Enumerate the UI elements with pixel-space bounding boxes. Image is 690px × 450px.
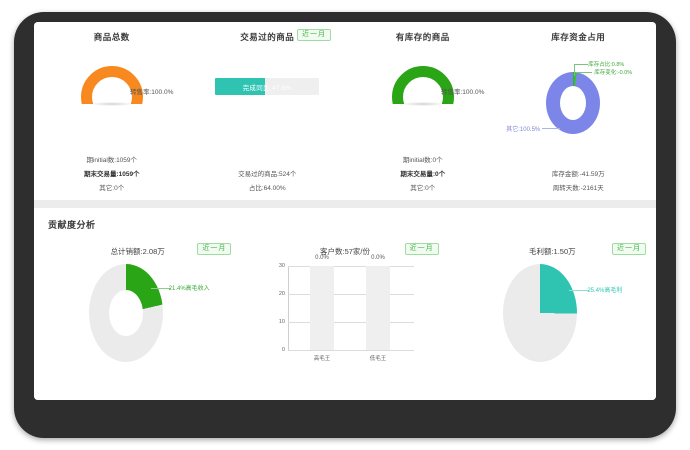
bar-chart-customers: 0 10 20 30 0.0% 0.0% 高毛王 低毛王: [268, 252, 422, 370]
card-title: 商品总数: [93, 32, 130, 42]
contribution-analysis-panel: 贡献度分析 总计销额:2.08万 近一月 21.: [34, 208, 656, 400]
y-tick: 10: [278, 319, 285, 325]
chart-block-sales: 总计销额:2.08万 近一月 21.4%高毛收入: [34, 238, 241, 398]
panel-title: 贡献度分析: [48, 220, 96, 230]
chart-block-customers: 客户数:57家/份 近一月 0 10: [241, 238, 448, 398]
x-tick: 低毛王: [369, 356, 387, 362]
footer-line: 期末交易量:0个: [400, 171, 446, 178]
gauge-ring: [80, 66, 143, 104]
period-badge[interactable]: 近一月: [404, 243, 439, 255]
footer-line: 期initial数:0个: [402, 157, 443, 164]
bar-value-label: 0.0%: [371, 255, 385, 261]
donut-chart: 库存占比:0.8% 库存变化:-0.0% 其它:100.5%: [506, 58, 638, 138]
leader-line: [574, 64, 589, 65]
metric-card-in-stock-products[interactable]: 有库存的商品 转售率:100.0% 期initial数:0个 期末交易量:0个 …: [345, 22, 501, 200]
y-tick: 0: [281, 347, 285, 353]
x-tick: 高毛王: [313, 356, 331, 362]
card-title: 交易过的商品: [240, 32, 295, 42]
gridline: [287, 294, 414, 295]
chart-header: 毛利额:1.50万 近一月: [449, 238, 656, 264]
card-header: 库存资金占用: [501, 22, 657, 52]
gauge-shadow: [89, 102, 134, 106]
card-footer: 期initial数:1059个 期末交易量:1059个 其它:0个: [34, 154, 190, 192]
metric-card-total-products[interactable]: 商品总数 转售率:100.0% 期initial数:1059个 期末交易量:10…: [34, 22, 190, 200]
chart-title: 总计销额:2.08万: [110, 246, 165, 256]
chart-title: 毛利额:1.50万: [528, 246, 576, 256]
card-visual: 库存占比:0.8% 库存变化:-0.0% 其它:100.5%: [501, 52, 657, 138]
tablet-screen: 商品总数 转售率:100.0% 期initial数:1059个 期末交易量:10…: [34, 22, 656, 400]
card-header: 有库存的商品: [345, 22, 501, 52]
leader-line: [542, 128, 561, 129]
gauge-shadow: [400, 102, 445, 106]
donut-ring: [546, 72, 601, 134]
donut-ring: [88, 264, 163, 362]
donut-label-stock-ratio: 库存占比:0.8%: [588, 62, 625, 68]
y-tick: 30: [278, 263, 285, 269]
period-badge[interactable]: 近一月: [297, 29, 331, 41]
chart-title: 客户数:57家/份: [319, 246, 370, 256]
gridline: [287, 350, 414, 351]
gauge-ring: [391, 66, 454, 104]
bar[interactable]: [309, 266, 334, 350]
gauge-orange: [80, 66, 143, 104]
pie-chart-gross-profit: 25.4%高毛利: [477, 260, 627, 368]
progress-label: 完成同比:47.6%: [242, 84, 292, 92]
footer-line: 期initial数:1059个: [86, 157, 138, 164]
gauge-green: [391, 66, 454, 104]
period-badge[interactable]: 近一月: [197, 243, 232, 255]
card-footer: 交易过的商品:524个 占比:64.00%: [190, 168, 346, 192]
donut-hole: [108, 290, 143, 336]
card-visual: 转售率:100.0%: [34, 52, 190, 138]
card-header: 商品总数: [34, 22, 190, 52]
chart-header: 客户数:57家/份 近一月: [241, 238, 448, 264]
pie-slice-group: [503, 264, 578, 362]
period-badge[interactable]: 近一月: [611, 243, 646, 255]
chart-header: 总计销额:2.08万 近一月: [34, 238, 241, 264]
metric-cards-row: 商品总数 转售率:100.0% 期initial数:1059个 期末交易量:10…: [34, 22, 656, 200]
leader-line: [574, 64, 576, 76]
footer-line: 占比:64.00%: [248, 185, 286, 192]
pie-annotation: 21.4%高毛收入: [168, 286, 210, 292]
leader-line: [576, 72, 593, 73]
card-footer: 库存金额:-41.59万 周转天数:-2161天: [501, 168, 657, 192]
metric-card-stock-capital[interactable]: 库存资金占用 库存占比:0.8% 库存变化:-0.0%: [501, 22, 657, 200]
gauge-label: 转售率:100.0%: [130, 89, 174, 96]
footer-line: 其它:0个: [410, 185, 436, 192]
card-title: 库存资金占用: [551, 32, 606, 42]
footer-line: 其它:0个: [99, 185, 125, 192]
progress-fill: [215, 78, 265, 95]
card-footer: 期initial数:0个 期末交易量:0个 其它:0个: [345, 154, 501, 192]
donut-label-other: 其它:100.5%: [506, 127, 541, 133]
tablet-frame: 商品总数 转售率:100.0% 期initial数:1059个 期末交易量:10…: [14, 12, 676, 438]
donut-hole: [560, 86, 587, 120]
bar[interactable]: [365, 266, 390, 350]
gridline: [287, 322, 414, 323]
gauge-label: 转售率:100.0%: [441, 89, 485, 96]
pie-annotation: 25.4%高毛利: [587, 288, 623, 294]
card-visual: 完成同比:47.6%: [190, 52, 346, 138]
card-visual: 转售率:100.0%: [345, 52, 501, 138]
card-header: 交易过的商品 近一月: [190, 22, 346, 52]
footer-line: 交易过的商品:524个: [238, 171, 297, 178]
footer-line: 周转天数:-2161天: [552, 185, 604, 192]
footer-line: 库存金额:-41.59万: [551, 171, 605, 178]
leader-line: [150, 288, 171, 289]
progress-bar: 完成同比:47.6%: [215, 78, 320, 95]
footer-line: 期末交易量:1059个: [83, 171, 140, 178]
metric-card-traded-products[interactable]: 交易过的商品 近一月 完成同比:47.6% 交易过的商品:524个 占比:64.…: [190, 22, 346, 200]
plot-area: 0 10 20 30 0.0% 0.0% 高毛王 低毛王: [279, 255, 414, 362]
bar-value-label: 0.0%: [315, 255, 329, 261]
gridline: [287, 266, 414, 267]
donut-label-stock-change: 库存变化:-0.0%: [594, 70, 633, 76]
card-title: 有库存的商品: [395, 32, 450, 42]
y-axis: [287, 266, 289, 350]
y-tick: 20: [278, 291, 285, 297]
donut-chart-sales: 21.4%高毛收入: [63, 260, 213, 368]
chart-block-gross-profit: 毛利额:1.50万 近一月 25.4%高毛利: [449, 238, 656, 398]
panel-charts: 总计销额:2.08万 近一月 21.4%高毛收入: [34, 238, 656, 398]
leader-line: [569, 290, 590, 291]
